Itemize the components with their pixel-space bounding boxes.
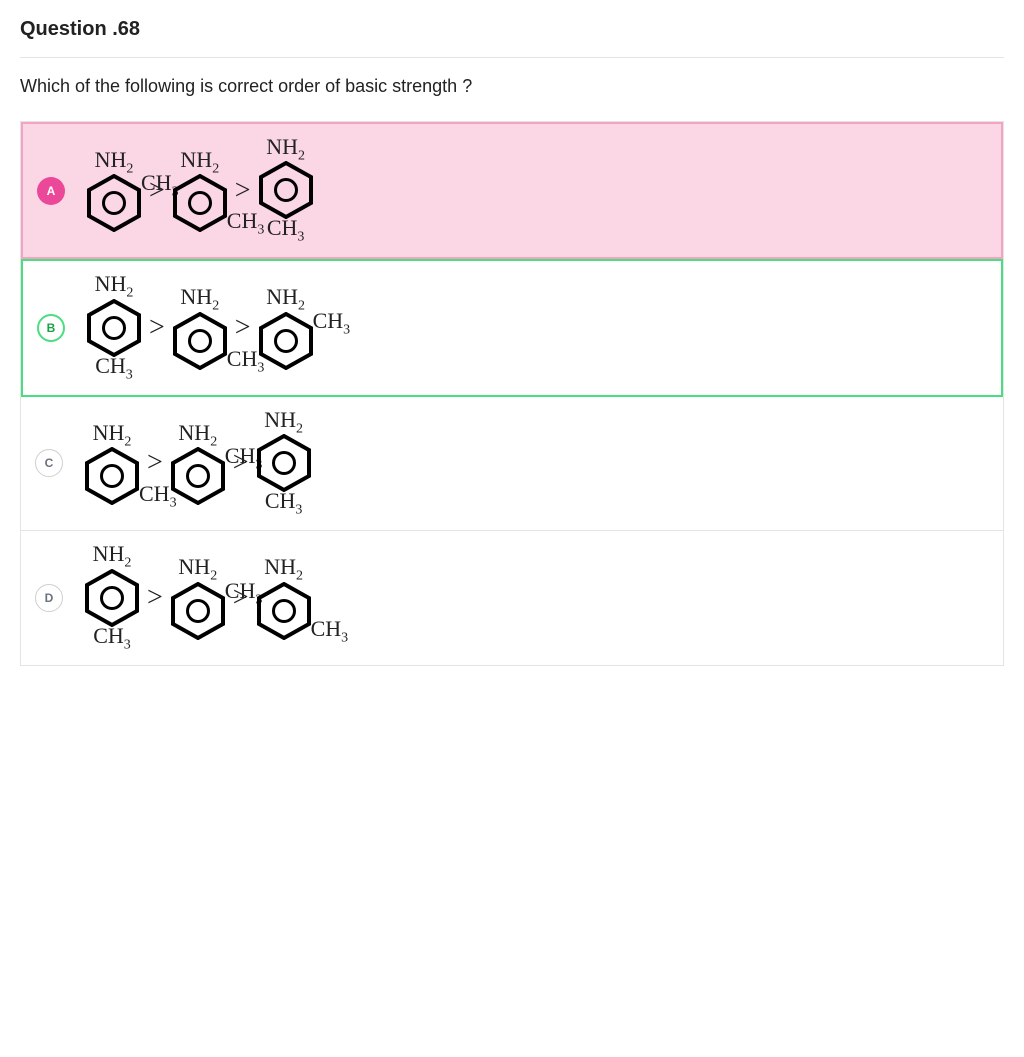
- benzene-ring-icon: CH3: [257, 312, 315, 370]
- meta-ch3: CH3: [311, 618, 349, 645]
- greater-than-icon: >: [235, 312, 251, 344]
- nh2-label: NH: [93, 541, 125, 566]
- benzene-ring-icon: CH3: [171, 174, 229, 232]
- greater-than-icon: >: [147, 582, 163, 614]
- molecule-meta-toluidine: NH2 CH3: [171, 286, 229, 369]
- benzene-ring-icon: CH3: [171, 312, 229, 370]
- question-header: Question .68: [20, 18, 1004, 58]
- nh2-label: NH: [264, 554, 296, 579]
- option-b-sequence: NH2 CH3 > NH2 CH3 >: [85, 273, 315, 382]
- benzene-ring-icon: CH3: [169, 447, 227, 505]
- nh2-label: NH: [178, 420, 210, 445]
- molecule-meta-toluidine: NH2 CH3: [255, 556, 313, 639]
- question-label-prefix: Question .: [20, 18, 118, 40]
- benzene-ring-icon: CH3: [257, 161, 315, 219]
- molecule-ortho-toluidine: NH2 CH3: [169, 422, 227, 505]
- benzene-ring-icon: CH3: [255, 582, 313, 640]
- nh2-label: NH: [266, 284, 298, 309]
- ortho-ch3: CH3: [313, 310, 351, 337]
- nh2-label: NH: [264, 407, 296, 432]
- para-ch3: CH3: [93, 625, 131, 652]
- option-c-sequence: NH2 CH3 > NH2 CH3 >: [83, 409, 313, 518]
- molecule-para-toluidine: NH2 CH3: [255, 409, 313, 518]
- benzene-ring-icon: CH3: [83, 447, 141, 505]
- para-ch3: CH3: [267, 217, 305, 244]
- option-d-sequence: NH2 CH3 > NH2 CH3 >: [83, 543, 313, 652]
- option-c[interactable]: C NH2 CH3 > NH2 CH3: [21, 397, 1003, 531]
- nh2-label: NH: [180, 147, 212, 172]
- greater-than-icon: >: [147, 447, 163, 479]
- molecule-meta-toluidine: NH2 CH3: [171, 149, 229, 232]
- option-d-badge: D: [35, 584, 63, 612]
- option-b-badge: B: [37, 314, 65, 342]
- para-ch3: CH3: [265, 490, 303, 517]
- options-container: A NH2 CH3 > NH2 CH3: [20, 121, 1004, 666]
- benzene-ring-icon: CH3: [255, 434, 313, 492]
- nh2-label: NH: [93, 420, 125, 445]
- molecule-para-toluidine: NH2 CH3: [257, 136, 315, 245]
- nh2-label: NH: [95, 147, 127, 172]
- option-a-sequence: NH2 CH3 > NH2 CH3 >: [85, 136, 315, 245]
- nh2-label: NH: [178, 554, 210, 579]
- molecule-para-toluidine: NH2 CH3: [85, 273, 143, 382]
- benzene-ring-icon: CH3: [85, 299, 143, 357]
- option-d[interactable]: D NH2 CH3 > NH2 CH3: [21, 531, 1003, 664]
- option-a[interactable]: A NH2 CH3 > NH2 CH3: [21, 122, 1003, 259]
- benzene-ring-icon: CH3: [169, 582, 227, 640]
- nh2-label: NH: [95, 271, 127, 296]
- option-b[interactable]: B NH2 CH3 > NH2 CH3: [21, 259, 1003, 396]
- para-ch3: CH3: [95, 355, 133, 382]
- nh2-label: NH: [266, 134, 298, 159]
- molecule-ortho-toluidine: NH2 CH3: [257, 286, 315, 369]
- benzene-ring-icon: CH3: [83, 569, 141, 627]
- question-text: Which of the following is correct order …: [20, 76, 1004, 97]
- greater-than-icon: >: [235, 175, 251, 207]
- molecule-ortho-toluidine: NH2 CH3: [85, 149, 143, 232]
- greater-than-icon: >: [149, 312, 165, 344]
- option-c-badge: C: [35, 449, 63, 477]
- option-a-badge: A: [37, 177, 65, 205]
- benzene-ring-icon: CH3: [85, 174, 143, 232]
- question-number: 68: [118, 18, 140, 40]
- molecule-meta-toluidine: NH2 CH3: [83, 422, 141, 505]
- nh2-label: NH: [180, 284, 212, 309]
- question-page: Question .68 Which of the following is c…: [0, 0, 1024, 706]
- molecule-para-toluidine: NH2 CH3: [83, 543, 141, 652]
- molecule-ortho-toluidine: NH2 CH3: [169, 556, 227, 639]
